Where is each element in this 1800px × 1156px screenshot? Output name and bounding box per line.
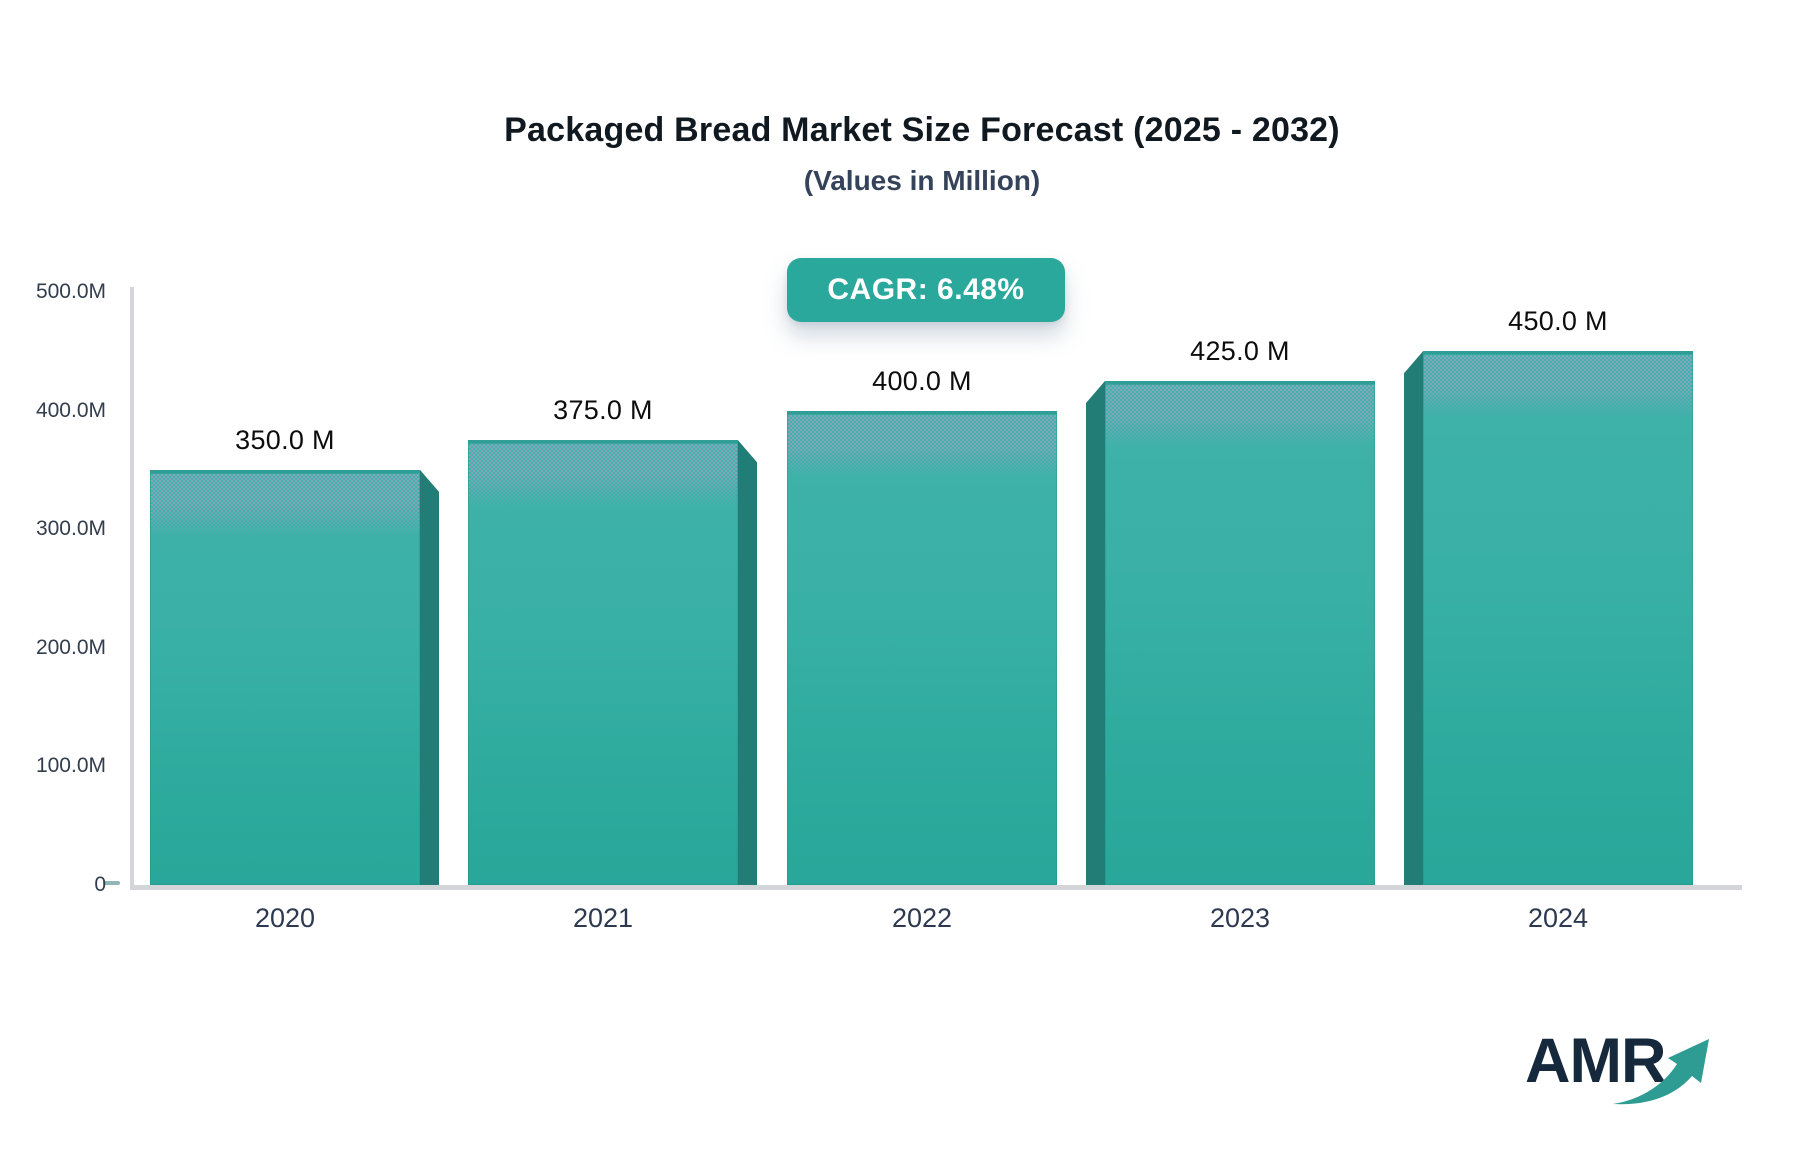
bar-top-sheen [788,414,1056,477]
bar-value-label: 425.0 M [1190,335,1290,366]
x-axis-label: 2023 [1209,903,1271,933]
bar-bevel [738,440,757,885]
bar-value-label: 400.0 M [872,365,972,396]
bar-top-sheen [1424,355,1692,418]
y-axis-label: 0 [94,873,106,896]
y-axis-label: 100.0M [35,754,106,778]
bar-2020 [150,469,420,885]
bar-top-sheen [469,444,737,507]
y-axis-label: 200.0M [35,635,106,659]
bar-bevel [420,469,439,885]
y-axis-label: 500.0M [35,280,106,303]
bar-top-sheen [151,473,419,536]
x-axis-label: 2021 [572,903,634,933]
chart-title: Packaged Bread Market Size Forecast (202… [504,111,1340,149]
x-axis-label: 2020 [254,903,316,933]
y-axis-line [130,287,134,885]
amr-logo: AMR [1525,1028,1725,1108]
bar-bevel [1086,380,1105,885]
bar-value-label: 375.0 M [553,395,653,426]
y-axis-label: 300.0M [35,517,106,541]
bar-2024 [1423,351,1693,885]
y-axis-label: 400.0M [35,398,106,422]
bar-2023 [1105,380,1375,885]
chart-header: Packaged Bread Market Size Forecast (202… [0,0,1800,197]
amr-logo-text: AMR [1525,1026,1666,1096]
x-axis-label: 2024 [1527,903,1589,933]
x-axis-line [130,885,1742,890]
bar-2021 [468,440,738,885]
growth-arrow-icon [1613,1039,1709,1105]
cagr-badge: CAGR: 6.48% [787,258,1065,322]
bar-value-label: 350.0 M [235,424,335,455]
bar-2022 [787,410,1057,885]
zero-tick-mark [103,881,120,885]
bar-bevel [1404,351,1423,885]
chart-subtitle: (Values in Million) [803,164,1041,196]
bar-top-sheen [1106,384,1374,447]
x-axis-label: 2022 [891,903,953,933]
bar-value-label: 450.0 M [1508,306,1608,337]
